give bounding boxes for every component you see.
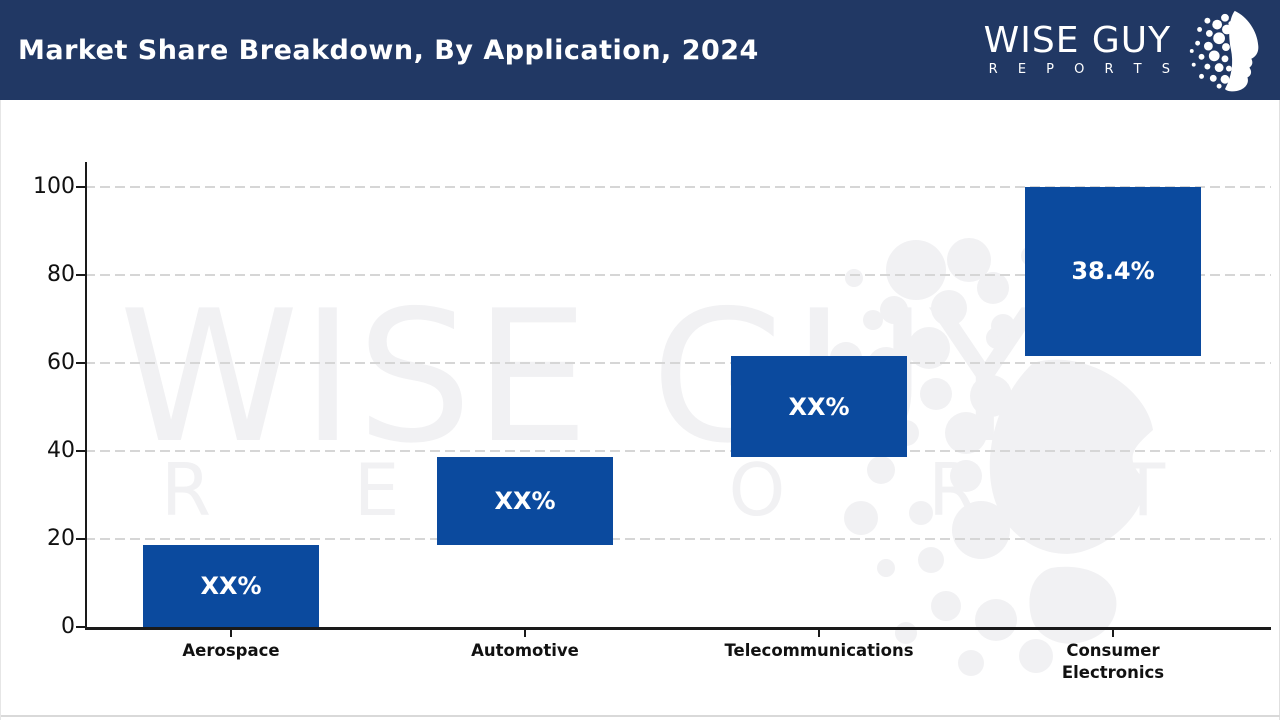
y-tick-mark (76, 538, 85, 540)
y-tick-mark (76, 626, 85, 628)
y-tick-label: 20 (47, 526, 75, 551)
x-tick-mark (524, 629, 526, 637)
gridline-40 (85, 450, 1271, 452)
logo-face-icon (1189, 10, 1259, 92)
y-tick-label: 40 (47, 438, 75, 463)
chart-title: Market Share Breakdown, By Application, … (18, 34, 759, 66)
x-axis-line (85, 627, 1271, 630)
y-tick-mark (76, 450, 85, 452)
y-tick-label: 80 (47, 262, 75, 287)
bar-automotive: XX% (437, 457, 613, 546)
plot-area: 0 20 40 60 80 100 XX% Aerospace XX% Automotive XX%… (1, 100, 1280, 720)
wiseguy-logo: WISE GUY R E P O R T S (984, 8, 1268, 92)
y-tick-label: 0 (61, 614, 75, 639)
gridline-20 (85, 538, 1271, 540)
bar-value-label: XX% (494, 487, 556, 516)
gridline-80 (85, 274, 1271, 276)
x-tick-mark (230, 629, 232, 637)
y-tick-mark (76, 274, 85, 276)
x-tick-mark (818, 629, 820, 637)
bar-value-label: 38.4% (1071, 257, 1155, 286)
x-axis-category-label: Telecommunications (724, 641, 914, 660)
x-axis-category-label: Consumer Electronics (1061, 641, 1165, 682)
gridline-60 (85, 362, 1271, 364)
y-tick-label: 100 (33, 174, 75, 199)
logo-wordmark: WISE GUY (983, 20, 1172, 61)
gridline-100 (85, 186, 1271, 188)
bar-aerospace: XX% (143, 545, 319, 627)
x-axis-category-label: Aerospace (182, 641, 280, 660)
watermark-face-graphic (830, 238, 1153, 676)
bar-telecommunications: XX% (731, 355, 907, 458)
chart-area: WISE GUY R E P O R T S (0, 100, 1280, 720)
bar-consumer-electronics: 38.4% (1025, 187, 1201, 356)
bar-value-label: XX% (788, 392, 850, 421)
page-bottom-rule (1, 715, 1280, 717)
logo-subtext: R E P O R T S (988, 62, 1178, 77)
y-tick-mark (76, 362, 85, 364)
y-tick-label: 60 (47, 350, 75, 375)
header: Market Share Breakdown, By Application, … (0, 0, 1280, 100)
x-tick-mark (1112, 629, 1114, 637)
x-axis-category-label: Automotive (471, 641, 579, 660)
bar-value-label: XX% (200, 572, 262, 601)
y-axis-line (85, 162, 87, 629)
logo-text: WISE GUY R E P O R T S (983, 20, 1178, 78)
y-tick-mark (76, 186, 85, 188)
